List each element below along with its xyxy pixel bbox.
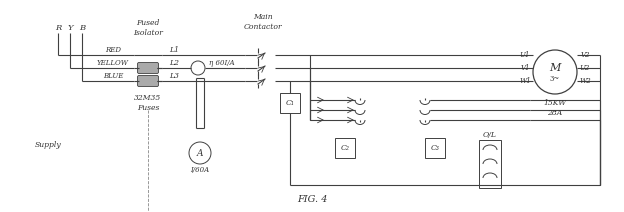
Text: Main
Contactor: Main Contactor: [244, 13, 282, 31]
Text: FIG. 4: FIG. 4: [297, 195, 327, 205]
Text: W1: W1: [519, 77, 531, 85]
Text: W2: W2: [579, 77, 591, 85]
Text: YELLOW: YELLOW: [97, 59, 129, 67]
Text: O/L: O/L: [483, 131, 497, 139]
Text: L3: L3: [169, 72, 179, 80]
Text: BLUE: BLUE: [103, 72, 123, 80]
Text: U1: U1: [520, 51, 530, 59]
Text: U2: U2: [580, 64, 590, 72]
Bar: [335, 138, 355, 158]
Text: B: B: [79, 24, 85, 32]
Text: L2: L2: [169, 59, 179, 67]
FancyBboxPatch shape: [137, 63, 158, 74]
Text: C₃: C₃: [431, 144, 439, 152]
Text: Y: Y: [67, 24, 73, 32]
Text: V1: V1: [520, 64, 530, 72]
Text: C₁: C₁: [286, 99, 295, 107]
Text: L1: L1: [169, 46, 179, 54]
FancyBboxPatch shape: [137, 75, 158, 86]
Text: Fused
Isolator: Fused Isolator: [133, 20, 163, 37]
Text: η 60I/A: η 60I/A: [209, 59, 235, 67]
Text: 15KW
28A: 15KW 28A: [544, 99, 567, 117]
Bar: [425, 138, 445, 158]
Text: 32M35
Fuses: 32M35 Fuses: [134, 94, 162, 112]
Text: M: M: [549, 63, 561, 73]
Text: Supply: Supply: [35, 141, 61, 149]
Text: 3~: 3~: [550, 75, 560, 83]
Text: V2: V2: [580, 51, 590, 59]
Text: RED: RED: [105, 46, 121, 54]
Text: A: A: [197, 148, 203, 158]
Bar: [280, 93, 300, 113]
Bar: [479, 140, 501, 188]
Text: C₂: C₂: [341, 144, 349, 152]
Text: R: R: [55, 24, 61, 32]
Text: I/60A: I/60A: [190, 166, 210, 174]
